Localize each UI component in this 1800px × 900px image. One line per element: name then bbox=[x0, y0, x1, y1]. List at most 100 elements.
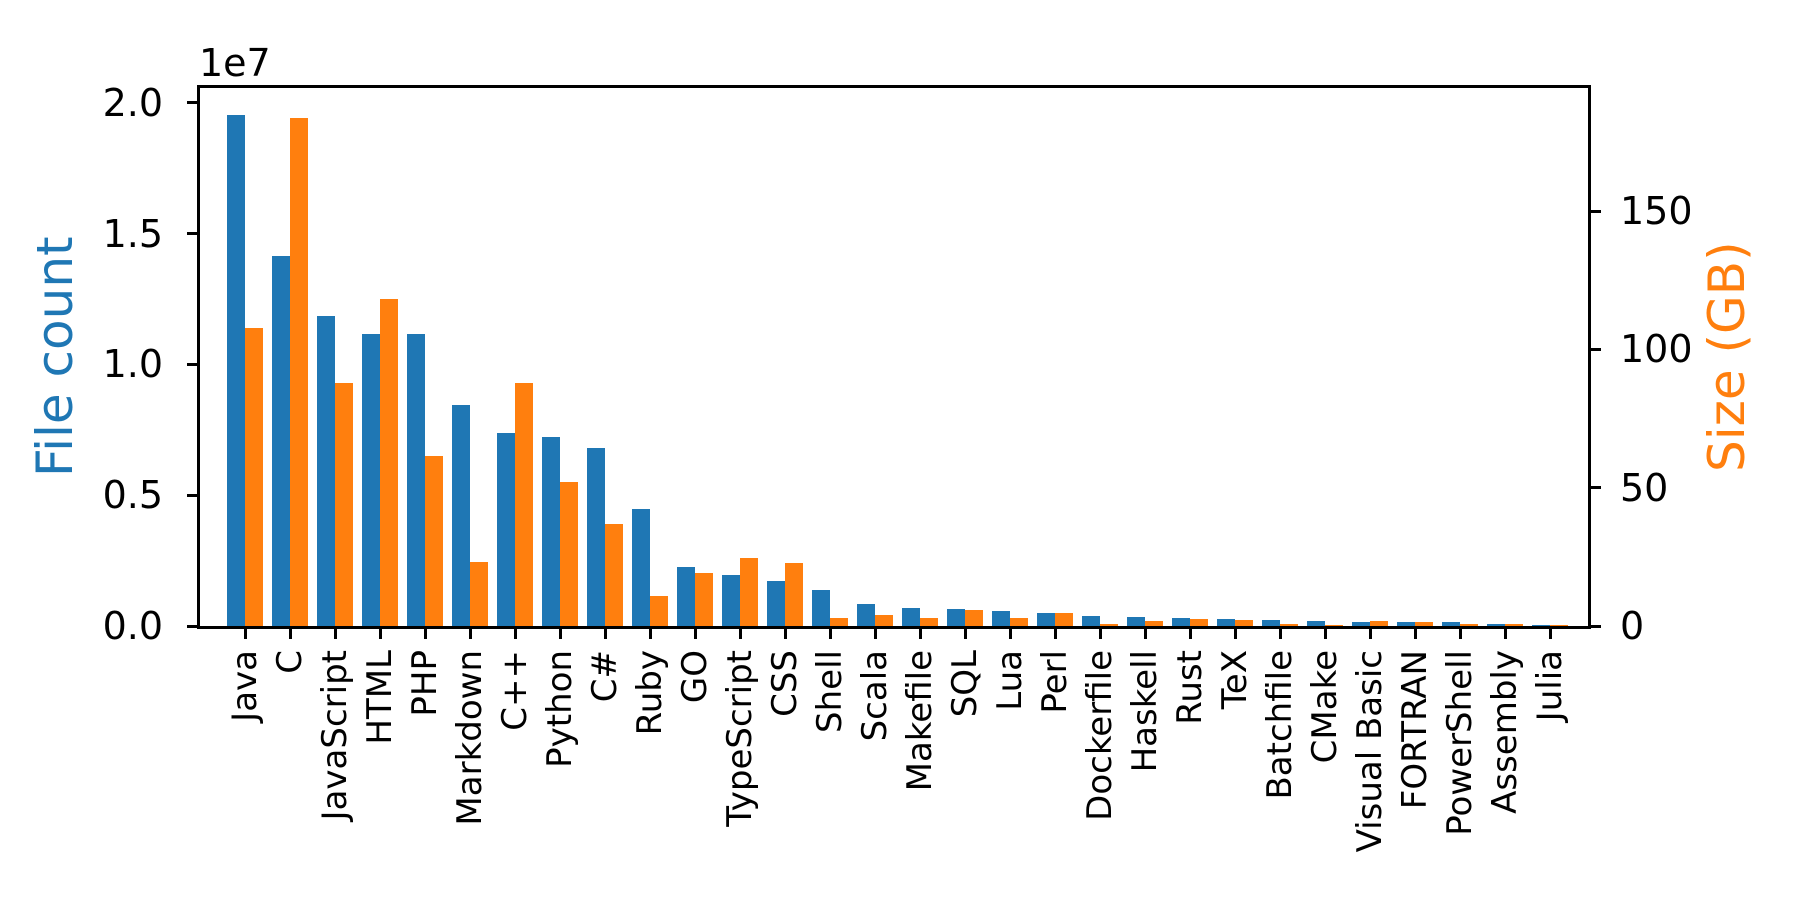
x-axis-tick-label: C++ bbox=[495, 650, 535, 731]
x-axis-tick-label: PowerShell bbox=[1440, 650, 1480, 836]
bar-file-count bbox=[1352, 621, 1370, 626]
bar-size bbox=[785, 563, 803, 626]
bar-file-count bbox=[1262, 619, 1280, 626]
x-axis-tick bbox=[1503, 629, 1507, 639]
y-axis-tick-right bbox=[1591, 486, 1601, 490]
bar-size bbox=[290, 117, 308, 626]
x-axis-tick bbox=[1548, 629, 1552, 639]
bar-file-count bbox=[542, 437, 560, 626]
bar-size bbox=[1460, 624, 1478, 626]
x-axis-tick bbox=[1008, 629, 1012, 639]
x-axis-tick-label: GO bbox=[675, 650, 715, 704]
x-axis-tick bbox=[378, 629, 382, 639]
x-axis-tick-label: HTML bbox=[360, 650, 400, 745]
bar-file-count bbox=[1487, 623, 1505, 626]
bar-size bbox=[470, 562, 488, 626]
x-axis-tick-label: Assembly bbox=[1485, 650, 1525, 814]
x-axis-tick-label: Ruby bbox=[630, 650, 670, 736]
bar-size bbox=[1550, 625, 1568, 626]
bar-size bbox=[380, 299, 398, 626]
bar-file-count bbox=[857, 604, 875, 626]
bar-size bbox=[740, 558, 758, 626]
x-axis-tick bbox=[603, 629, 607, 639]
bar-file-count bbox=[812, 589, 830, 626]
bar-file-count bbox=[1307, 621, 1325, 626]
x-axis-tick-label: Batchfile bbox=[1260, 650, 1300, 800]
x-axis-tick bbox=[693, 629, 697, 639]
x-axis-tick-label: SQL bbox=[945, 650, 985, 718]
x-axis-tick bbox=[423, 629, 427, 639]
bar-size bbox=[1100, 624, 1118, 626]
bar-size bbox=[1145, 620, 1163, 626]
bar-file-count bbox=[722, 575, 740, 626]
x-axis-tick-label: Visual Basic bbox=[1350, 650, 1390, 853]
bar-size bbox=[920, 617, 938, 626]
y-axis-tick-right bbox=[1591, 347, 1601, 351]
x-axis-tick bbox=[1368, 629, 1372, 639]
bar-size bbox=[515, 383, 533, 626]
bar-size bbox=[1280, 624, 1298, 626]
bar-size bbox=[335, 383, 353, 626]
bar-file-count bbox=[407, 333, 425, 626]
x-axis-tick bbox=[1278, 629, 1282, 639]
bar-size bbox=[830, 617, 848, 626]
bar-size bbox=[605, 524, 623, 626]
x-axis-tick-label: Perl bbox=[1035, 650, 1075, 714]
y-axis-tick-left bbox=[187, 493, 197, 497]
y-axis-tick-label-right: 0 bbox=[1620, 604, 1645, 648]
bar-size bbox=[1055, 613, 1073, 626]
x-axis-tick bbox=[1233, 629, 1237, 639]
bar-size bbox=[1505, 623, 1523, 626]
bar-file-count bbox=[497, 432, 515, 626]
bar-file-count bbox=[1217, 619, 1235, 626]
x-axis-tick bbox=[828, 629, 832, 639]
x-axis-tick bbox=[918, 629, 922, 639]
y-axis-tick-left bbox=[187, 101, 197, 105]
bar-file-count bbox=[1037, 613, 1055, 626]
bar-size bbox=[245, 328, 263, 626]
x-axis-tick-label: Scala bbox=[855, 650, 895, 742]
bar-file-count bbox=[1127, 617, 1145, 626]
bar-file-count bbox=[1172, 617, 1190, 626]
x-axis-tick bbox=[333, 629, 337, 639]
y-axis-tick-label-left: 1.5 bbox=[102, 211, 163, 256]
x-axis-tick-label: PHP bbox=[405, 650, 445, 717]
bar-file-count bbox=[1532, 624, 1550, 626]
x-axis-tick-label: C# bbox=[585, 650, 625, 703]
y-axis-tick-label-left: 0.0 bbox=[102, 604, 163, 648]
bar-size bbox=[1370, 620, 1388, 626]
y-axis-tick-label-right: 100 bbox=[1620, 327, 1693, 372]
bar-file-count bbox=[992, 610, 1010, 626]
x-axis-tick bbox=[1053, 629, 1057, 639]
x-axis-tick-label: Rust bbox=[1170, 650, 1210, 725]
y-axis-tick-label-right: 50 bbox=[1620, 465, 1669, 510]
y-axis-tick-label-left: 1.0 bbox=[102, 342, 163, 387]
x-axis-tick-label: Haskell bbox=[1125, 650, 1165, 773]
bar-file-count bbox=[1397, 622, 1415, 626]
bar-file-count bbox=[947, 608, 965, 626]
bar-size bbox=[425, 456, 443, 626]
bar-size bbox=[965, 610, 983, 626]
x-axis-tick bbox=[738, 629, 742, 639]
x-axis-tick-label: Lua bbox=[990, 650, 1030, 711]
bar-size bbox=[560, 482, 578, 626]
bar-size bbox=[1235, 620, 1253, 626]
x-axis-tick-label: Makefile bbox=[900, 650, 940, 792]
y-axis-tick-right bbox=[1591, 209, 1601, 213]
x-axis-tick-label: CSS bbox=[765, 650, 805, 717]
x-axis-tick bbox=[1413, 629, 1417, 639]
x-axis-tick-label: Markdown bbox=[450, 650, 490, 826]
bar-file-count bbox=[632, 509, 650, 626]
y-axis-tick-left bbox=[187, 232, 197, 236]
x-axis-tick bbox=[1143, 629, 1147, 639]
bar-file-count bbox=[362, 333, 380, 626]
x-axis-tick bbox=[1323, 629, 1327, 639]
y-axis-tick-label-left: 2.0 bbox=[102, 80, 163, 125]
y-axis-tick-label-left: 0.5 bbox=[102, 473, 163, 518]
x-axis-tick bbox=[1098, 629, 1102, 639]
x-axis-tick bbox=[783, 629, 787, 639]
y-axis-tick-right bbox=[1591, 624, 1601, 628]
y-axis-label-right: Size (GB) bbox=[1698, 241, 1756, 473]
x-axis-tick-label: CMake bbox=[1305, 650, 1345, 764]
x-axis-tick-label: TypeScript bbox=[720, 650, 760, 827]
